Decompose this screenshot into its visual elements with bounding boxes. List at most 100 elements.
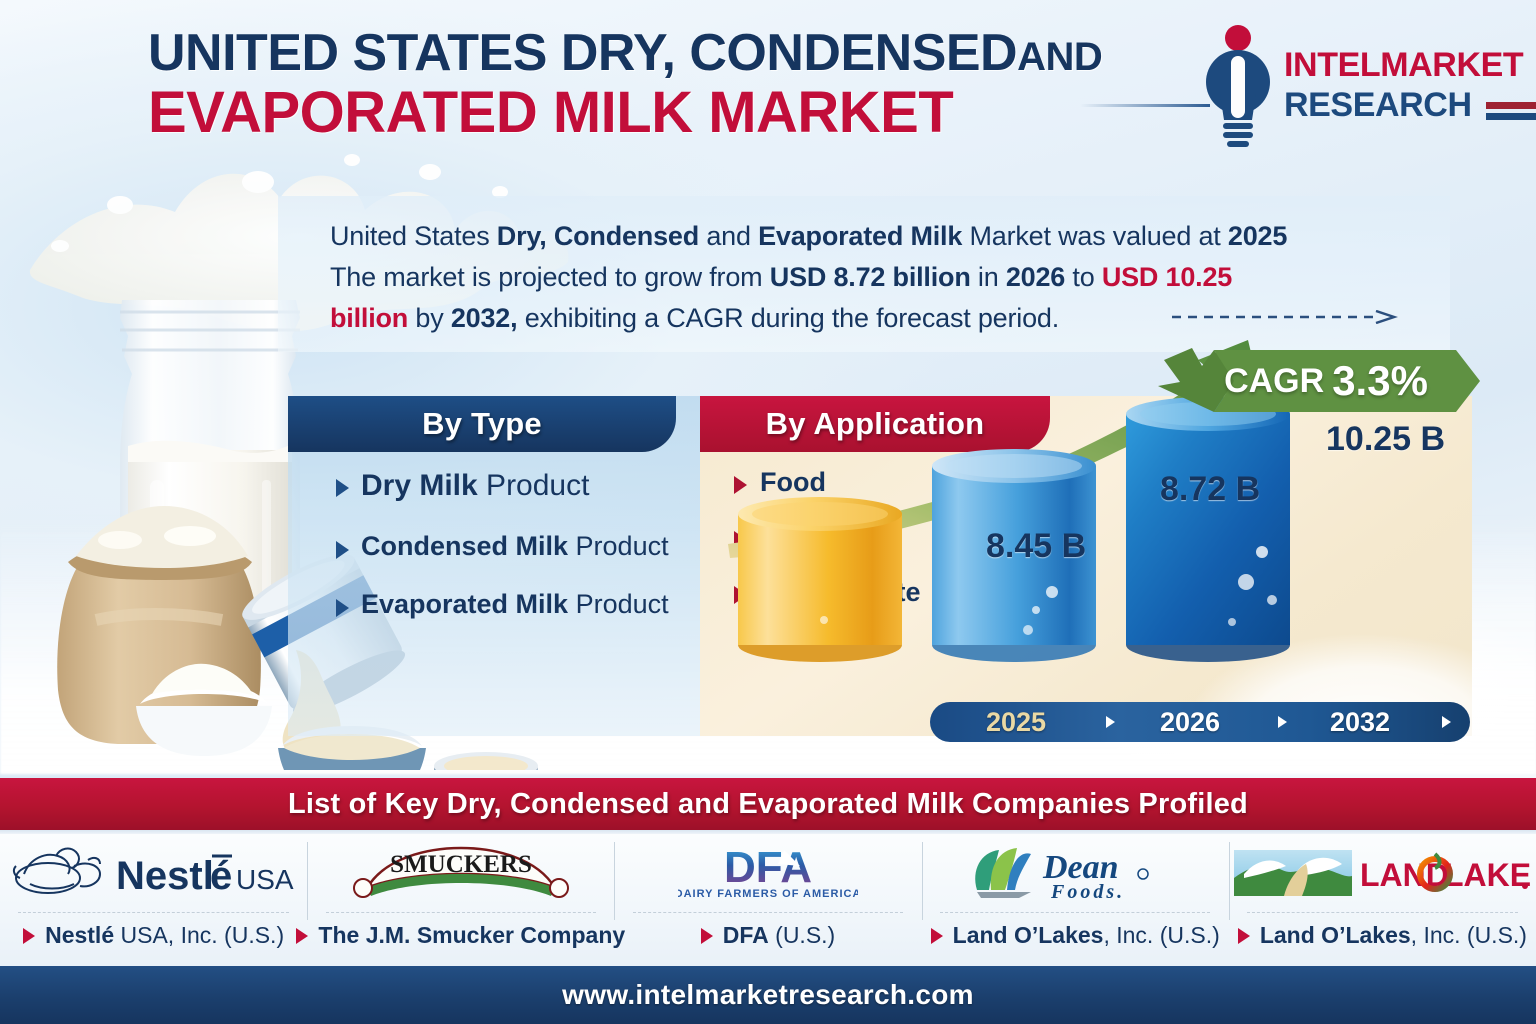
by-type-item-evaporated-milk[interactable]: Evaporated Milk Product [336, 588, 700, 620]
company-2-name-bold: DFA [722, 922, 769, 948]
year-label-2025: 2025 [986, 706, 1047, 737]
land-o-lakes-logo: LAND LAKES [1232, 842, 1532, 904]
company-4-name-bold: Land O’Lakes [1259, 922, 1411, 948]
powder-sack [57, 506, 261, 744]
year-label-2032: 2032 [1330, 706, 1391, 737]
intro-l3-a: billion [330, 303, 409, 334]
bar-2026 [932, 449, 1096, 662]
by-application-item-0-label: Food [760, 467, 826, 497]
company-divider [940, 912, 1211, 913]
svg-text:Foods.: Foods. [1050, 881, 1125, 902]
year-label-2026: 2026 [1160, 706, 1221, 737]
bullet-triangle-icon [734, 476, 747, 494]
powder-bowl [136, 663, 272, 756]
companies-band-title: List of Key Dry, Condensed and Evaporate… [288, 787, 1248, 820]
intro-line-3: billion by 2032, exhibiting a CAGR durin… [330, 298, 1450, 339]
intro-line-2: The market is projected to grow from USD… [330, 257, 1450, 298]
company-4-name-rest: , Inc. (U.S.) [1410, 922, 1527, 948]
intro-l2-a: The market is projected to grow from [330, 262, 770, 293]
svg-text:é: é [210, 854, 232, 898]
intro-l1-a: United States [330, 221, 497, 251]
intro-l3-b: by [408, 303, 451, 334]
svg-text:DAIRY FARMERS OF AMERICA: DAIRY FARMERS OF AMERICA [678, 888, 858, 900]
bullet-triangle-icon [336, 479, 349, 497]
intro-l1-c: and [699, 221, 759, 251]
intro-panel: United States Dry, Condensed and Evapora… [278, 196, 1450, 352]
cagr-banner [1150, 346, 1480, 416]
svg-text:Nestl: Nestl [116, 854, 214, 898]
svg-text:SMUCKERS: SMUCKERS [390, 851, 532, 878]
intro-l3-d: exhibiting a CAGR during the forecast pe… [517, 303, 1060, 334]
svg-text:USA: USA [236, 864, 294, 895]
by-type-item-0-bold: Dry Milk [361, 469, 478, 502]
company-name-dfa: DFA (U.S.) [700, 922, 836, 949]
logo-bars [1486, 102, 1536, 120]
lightbulb-icon [1200, 24, 1276, 152]
bar-label-2026: 8.72 B [1160, 470, 1261, 508]
svg-text:LAKES: LAKES [1444, 857, 1532, 893]
logo-text-research: RESEARCH [1284, 86, 1472, 124]
company-dfa[interactable]: DFA DAIRY FARMERS OF AMERICA DFA (U.S.) [614, 834, 921, 966]
title-line2: EVAPORATED MILK MARKET [148, 79, 954, 145]
year-axis-track: 2025 2026 2032 [930, 702, 1470, 742]
growth-curve-chart [728, 340, 1290, 662]
company-smucker[interactable]: SMUCKERS The J.M. Smucker Company [296, 834, 625, 966]
bullet-triangle-icon [336, 541, 349, 559]
company-0-name-bold: Nestlé [45, 922, 115, 948]
by-type-item-0-rest: Product [477, 469, 590, 502]
by-application-header: By Application [700, 396, 1050, 452]
by-type-item-2-bold: Evaporated Milk [361, 589, 569, 620]
by-type-item-condensed-milk[interactable]: Condensed Milk Product [336, 530, 700, 562]
evaporated-milk-can [434, 752, 538, 890]
company-dean-foods[interactable]: Dean Foods. Land O’Lakes, Inc. (U.S.) [921, 834, 1229, 966]
by-type-list: Dry Milk Product Condensed Milk Product … [336, 468, 700, 647]
company-land-o-lakes[interactable]: LAND LAKES Land O’Lakes, Inc. (U.S.) [1228, 834, 1536, 966]
intro-l1-b: Dry, Condensed [496, 221, 700, 251]
page-title: UNITED STATES DRY, CONDENSEDAND EVAPORAT… [148, 26, 1158, 143]
footer-bar[interactable]: www.intelmarketresearch.com [0, 966, 1536, 1024]
company-2-name-rest: (U.S.) [768, 922, 836, 948]
footer-url[interactable]: www.intelmarketresearch.com [562, 979, 974, 1010]
svg-text:Dean: Dean [1042, 849, 1119, 886]
cagr-label: CAGR 3.3% [1196, 352, 1456, 410]
intro-l2-f: USD 10.25 [1101, 262, 1233, 293]
by-type-header-label: By Type [422, 406, 542, 441]
logo-bar-red [1486, 102, 1536, 109]
company-name-land-o-lakes-left: Land O’Lakes, Inc. (U.S.) [930, 922, 1220, 949]
intro-l2-b: USD 8.72 billion [769, 262, 971, 293]
by-type-panel: By Type Dry Milk Product Condensed Milk … [288, 396, 700, 736]
bullet-triangle-icon [23, 927, 36, 944]
bullet-triangle-icon [336, 599, 349, 618]
company-name-smucker: The J.M. Smucker Company [296, 922, 625, 949]
cagr-text: CAGR [1224, 361, 1325, 400]
year-separator-icon [1278, 716, 1287, 728]
bullet-triangle-icon [296, 927, 309, 944]
bullet-triangle-icon [700, 927, 713, 944]
dean-foods-logo: Dean Foods. [965, 842, 1185, 904]
intelmarket-research-logo[interactable]: INTELMARKET RESEARCH [1192, 18, 1536, 158]
by-application-item-food[interactable]: Food [734, 466, 1034, 499]
company-nestle[interactable]: Nestl é USA Nestlé USA, Inc. (U.S.) [0, 834, 307, 966]
by-application-header-label: By Application [765, 406, 985, 441]
year-separator-icon [1106, 716, 1115, 728]
intro-l1-d: Evaporated Milk [758, 221, 963, 251]
title-line1-main: UNITED STATES DRY, CONDENSED [148, 24, 1018, 82]
smuckers-logo: SMUCKERS [351, 842, 571, 904]
company-name-nestle: Nestlé USA, Inc. (U.S.) [23, 922, 284, 949]
company-1-name-bold: The J.M. Smucker Company [318, 922, 626, 948]
by-type-item-1-rest: Product [568, 531, 669, 561]
by-type-item-dry-milk[interactable]: Dry Milk Product [336, 468, 700, 504]
intro-l2-d: 2026 [1005, 262, 1066, 293]
intro-l1-f: 2025 [1227, 221, 1288, 251]
svg-text:DFA: DFA [724, 844, 812, 892]
cagr-value: 3.3% [1332, 357, 1428, 404]
companies-row: Nestl é USA Nestlé USA, Inc. (U.S.) [0, 834, 1536, 966]
companies-band: List of Key Dry, Condensed and Evaporate… [0, 778, 1536, 830]
bar-2032 [1126, 397, 1290, 662]
dashed-arrow-icon [1172, 309, 1402, 325]
header: UNITED STATES DRY, CONDENSEDAND EVAPORAT… [0, 0, 1536, 176]
bullet-triangle-icon [1237, 927, 1250, 944]
logo-text-intelmarket: INTELMARKET [1284, 46, 1524, 84]
by-type-item-1-bold: Condensed Milk [361, 531, 569, 561]
